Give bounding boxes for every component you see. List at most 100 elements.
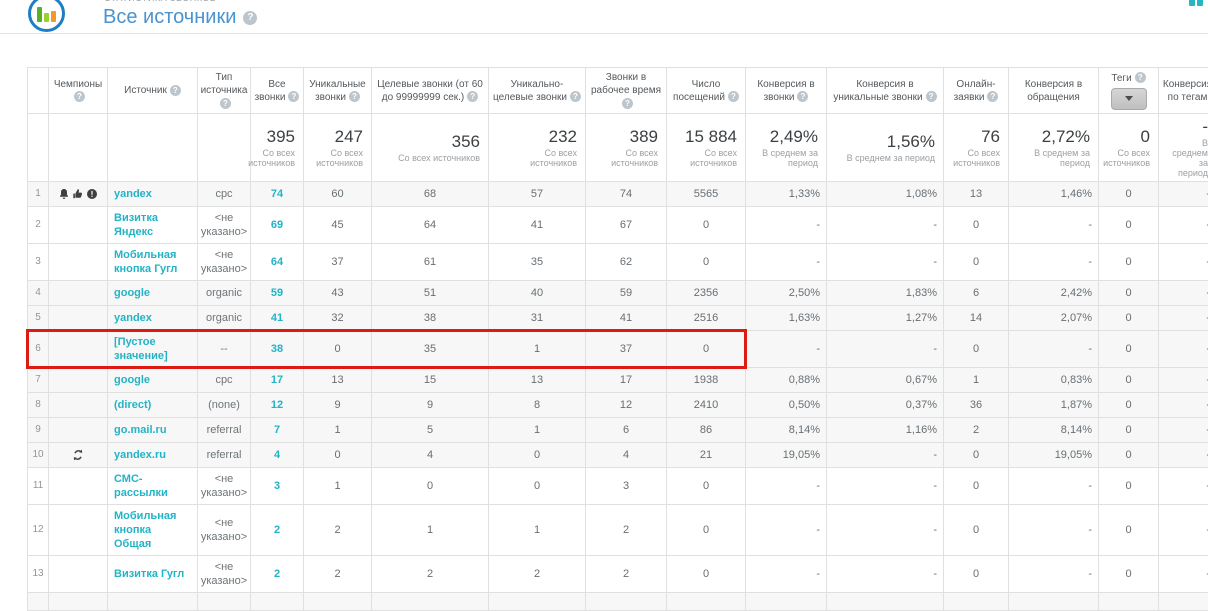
all-calls-link[interactable]: 17 <box>270 374 284 386</box>
source-link[interactable]: yandex.ru <box>114 449 166 461</box>
cell-target-calls: 61 <box>372 244 489 281</box>
summary-unique-calls: 247 Со всех источников <box>304 114 372 182</box>
cell-source: Мобильная кнопка Гугл <box>108 244 198 281</box>
cell-empty <box>1159 593 1208 611</box>
help-icon[interactable]: ? <box>925 91 937 103</box>
cell-champions <box>49 443 108 468</box>
help-icon[interactable]: ? <box>987 91 999 103</box>
column-header-tags[interactable]: Теги? <box>1099 68 1159 114</box>
table-header-row: Чемпионы? Источник? Тип источника? Все звон… <box>28 68 1208 114</box>
column-label: Конверсия в обращения <box>1024 78 1083 103</box>
all-calls-link[interactable]: 4 <box>273 449 281 461</box>
cell-target-calls: 15 <box>372 368 489 393</box>
table-row: 8 (direct) (none) 12 9 9 8 12 2410 0,50% 0,37% 36 1,… <box>28 393 1208 418</box>
help-icon[interactable]: ? <box>569 91 581 103</box>
expand-icon[interactable] <box>1189 0 1203 6</box>
help-icon[interactable]: ? <box>74 91 85 103</box>
column-header-source[interactable]: Источник? <box>108 68 198 114</box>
source-link[interactable]: yandex <box>114 188 152 200</box>
table-row: 12 Мобильная кнопка Общая <не указано> 2 2 1 1… <box>28 505 1208 556</box>
source-link[interactable]: google <box>114 287 151 299</box>
title-help-icon[interactable]: ? <box>243 10 258 25</box>
column-header-unique-target-calls[interactable]: Уникально-целевые звонки? <box>489 68 586 114</box>
cell-row-number: 8 <box>28 393 49 418</box>
column-header-unique-calls[interactable]: Уникальные звонки? <box>304 68 372 114</box>
all-calls-link[interactable]: 38 <box>270 343 284 355</box>
all-calls-link[interactable]: 64 <box>270 256 284 268</box>
all-calls-link[interactable]: 41 <box>270 312 284 324</box>
tags-dropdown-button[interactable] <box>1110 87 1147 110</box>
cell-tags: 0 <box>1099 368 1159 393</box>
cell-conversion-calls: 19,05% <box>746 443 827 468</box>
source-link[interactable]: Визитка Гугл <box>114 568 185 580</box>
cell-conversion-calls: - <box>746 331 827 368</box>
column-header-conversion-requests[interactable]: Конверсия в обращения <box>1009 68 1099 114</box>
cell-conversion-tags: - <box>1159 556 1208 593</box>
source-link[interactable]: Мобильная кнопка Гугл <box>114 249 178 275</box>
help-icon[interactable]: ? <box>169 84 181 96</box>
all-calls-link[interactable]: 74 <box>270 188 284 200</box>
summary-value: 247 <box>334 127 363 146</box>
cell-unique-target-calls: 35 <box>489 244 586 281</box>
bar-green <box>37 7 42 22</box>
cell-source: [Пустое значение] <box>108 331 198 368</box>
column-header-conversion-calls[interactable]: Конверсия в звонки? <box>746 68 827 114</box>
help-icon[interactable]: ? <box>220 97 231 109</box>
source-link[interactable]: (direct) <box>114 399 152 411</box>
column-header-source-type[interactable]: Тип источника? <box>198 68 251 114</box>
help-icon[interactable]: ? <box>622 97 633 109</box>
column-header-work-hours-calls[interactable]: Звонки в рабочее время? <box>586 68 667 114</box>
cell-source: Мобильная кнопка Общая <box>108 505 198 556</box>
cell-champions <box>49 306 108 331</box>
summary-value: - <box>1202 117 1208 136</box>
cell-source-type: (none) <box>198 393 251 418</box>
all-calls-link[interactable]: 2 <box>273 524 281 536</box>
column-header-visits[interactable]: Число посещений? <box>667 68 746 114</box>
sources-table: Чемпионы? Источник? Тип источника? Все звон… <box>26 67 1208 611</box>
source-link[interactable]: yandex <box>114 312 152 324</box>
cell-conversion-requests: 2,07% <box>1009 306 1099 331</box>
source-link[interactable]: Мобильная кнопка Общая <box>114 510 177 550</box>
column-header-conversion-tags[interactable]: Конверсия по тегам <box>1159 68 1208 114</box>
cell-visits: 0 <box>667 468 746 505</box>
cell-tags: 0 <box>1099 306 1159 331</box>
cell-online-requests: 36 <box>944 393 1009 418</box>
source-link[interactable]: go.mail.ru <box>114 424 167 436</box>
cell-work-hours-calls: 74 <box>586 182 667 207</box>
all-calls-link[interactable]: 2 <box>273 568 281 580</box>
cell-unique-target-calls: 0 <box>489 468 586 505</box>
source-link[interactable]: google <box>114 374 151 386</box>
cell-source-type: referral <box>198 418 251 443</box>
all-calls-link[interactable]: 59 <box>270 287 284 299</box>
source-link[interactable]: СМС-рассылки <box>114 473 168 499</box>
cell-conversion-requests: 19,05% <box>1009 443 1099 468</box>
source-link[interactable]: Визитка Яндекс <box>114 212 158 238</box>
column-header-all-calls[interactable]: Все звонки? <box>251 68 304 114</box>
cell-unique-calls: 43 <box>304 281 372 306</box>
column-header-target-calls[interactable]: Целевые звонки (от 60 до 99999999 сек.)? <box>372 68 489 114</box>
column-header-online-requests[interactable]: Онлайн-заявки? <box>944 68 1009 114</box>
source-link[interactable]: [Пустое значение] <box>114 336 168 362</box>
help-icon[interactable]: ? <box>727 91 739 103</box>
column-header-conversion-unique-calls[interactable]: Конверсия в уникальные звонки? <box>827 68 944 114</box>
help-icon[interactable]: ? <box>467 91 479 103</box>
bar-lime <box>44 13 49 22</box>
cell-source-type: <не указано> <box>198 556 251 593</box>
help-icon[interactable]: ? <box>1134 72 1146 84</box>
column-header-champions[interactable]: Чемпионы? <box>49 68 108 114</box>
all-calls-link[interactable]: 69 <box>270 219 284 231</box>
cell-conversion-tags: - <box>1159 182 1208 207</box>
cell-conversion-unique-calls: 1,16% <box>827 418 944 443</box>
all-calls-link[interactable]: 7 <box>273 424 281 436</box>
help-icon[interactable]: ? <box>348 91 360 103</box>
table-summary-row: 395 Со всех источников 247 Со всех источник… <box>28 114 1208 182</box>
cell-tags: 0 <box>1099 244 1159 281</box>
help-icon[interactable]: ? <box>288 91 300 103</box>
help-icon[interactable]: ? <box>797 91 809 103</box>
all-calls-link[interactable]: 3 <box>273 480 281 492</box>
cell-unique-calls: 60 <box>304 182 372 207</box>
all-calls-link[interactable]: 12 <box>270 399 284 411</box>
summary-empty <box>108 114 198 182</box>
summary-value: 15 884 <box>685 127 737 146</box>
cell-work-hours-calls: 12 <box>586 393 667 418</box>
